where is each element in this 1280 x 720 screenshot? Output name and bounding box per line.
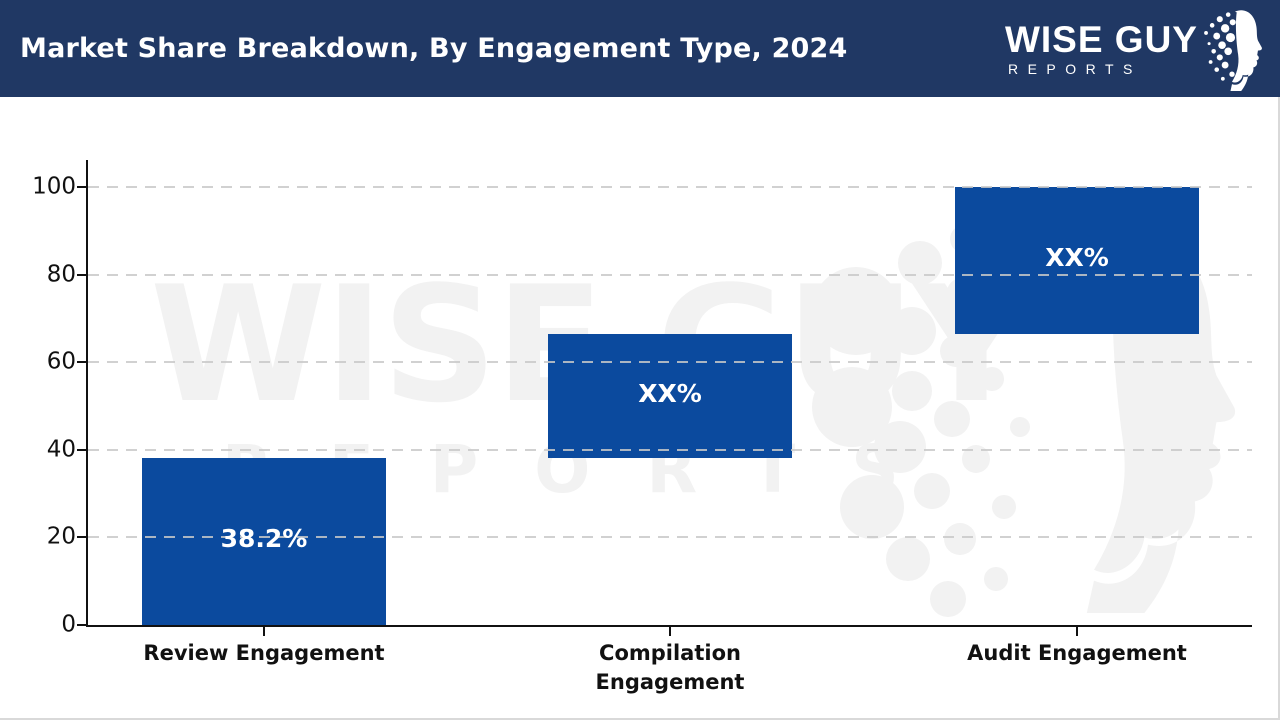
y-tick-label: 60 — [46, 348, 76, 375]
y-axis-tick — [77, 273, 86, 276]
x-tick-label: Compilation Engagement — [595, 641, 745, 695]
y-tick-label: 20 — [46, 523, 76, 550]
y-axis-line — [86, 160, 88, 627]
x-tick-label: Review Engagement — [143, 641, 385, 665]
gridline — [88, 448, 1252, 451]
bar — [548, 333, 792, 458]
y-tick-label: 40 — [46, 436, 76, 463]
logo-face-dots-icon — [1204, 9, 1262, 91]
y-axis-tick — [77, 186, 86, 188]
y-axis-tick — [77, 448, 86, 451]
bar — [955, 187, 1199, 334]
x-axis-tick — [669, 627, 671, 636]
gridline — [88, 361, 1252, 364]
gridline — [88, 186, 1252, 188]
x-axis-line — [86, 625, 1252, 627]
x-axis-tick — [1076, 627, 1078, 636]
logo: WISE GUY REPORTS — [1005, 7, 1264, 91]
y-axis-tick — [77, 624, 86, 626]
chart-area: WISE GUY REPORTS 02040608010038.2%Review… — [0, 97, 1280, 720]
y-tick-label: 0 — [61, 611, 76, 638]
header: Market Share Breakdown, By Engagement Ty… — [0, 0, 1280, 97]
bar — [142, 457, 386, 625]
x-axis-tick — [263, 627, 265, 636]
logo-wordmark: WISE GUY — [1004, 18, 1198, 60]
bar-value-label: XX% — [1045, 243, 1109, 273]
y-tick-label: 100 — [32, 173, 76, 200]
bar-value-label: XX% — [638, 378, 702, 408]
gridline — [88, 273, 1252, 276]
gridline — [88, 536, 1252, 539]
y-tick-label: 80 — [46, 261, 76, 288]
y-axis-tick — [77, 361, 86, 364]
logo-text: WISE GUY REPORTS — [1005, 21, 1198, 77]
y-axis-tick — [77, 536, 86, 539]
logo-subtext: REPORTS — [1007, 60, 1142, 77]
page-title: Market Share Breakdown, By Engagement Ty… — [20, 33, 848, 64]
x-tick-label: Audit Engagement — [967, 641, 1187, 665]
bar-value-label: 38.2% — [220, 524, 308, 554]
